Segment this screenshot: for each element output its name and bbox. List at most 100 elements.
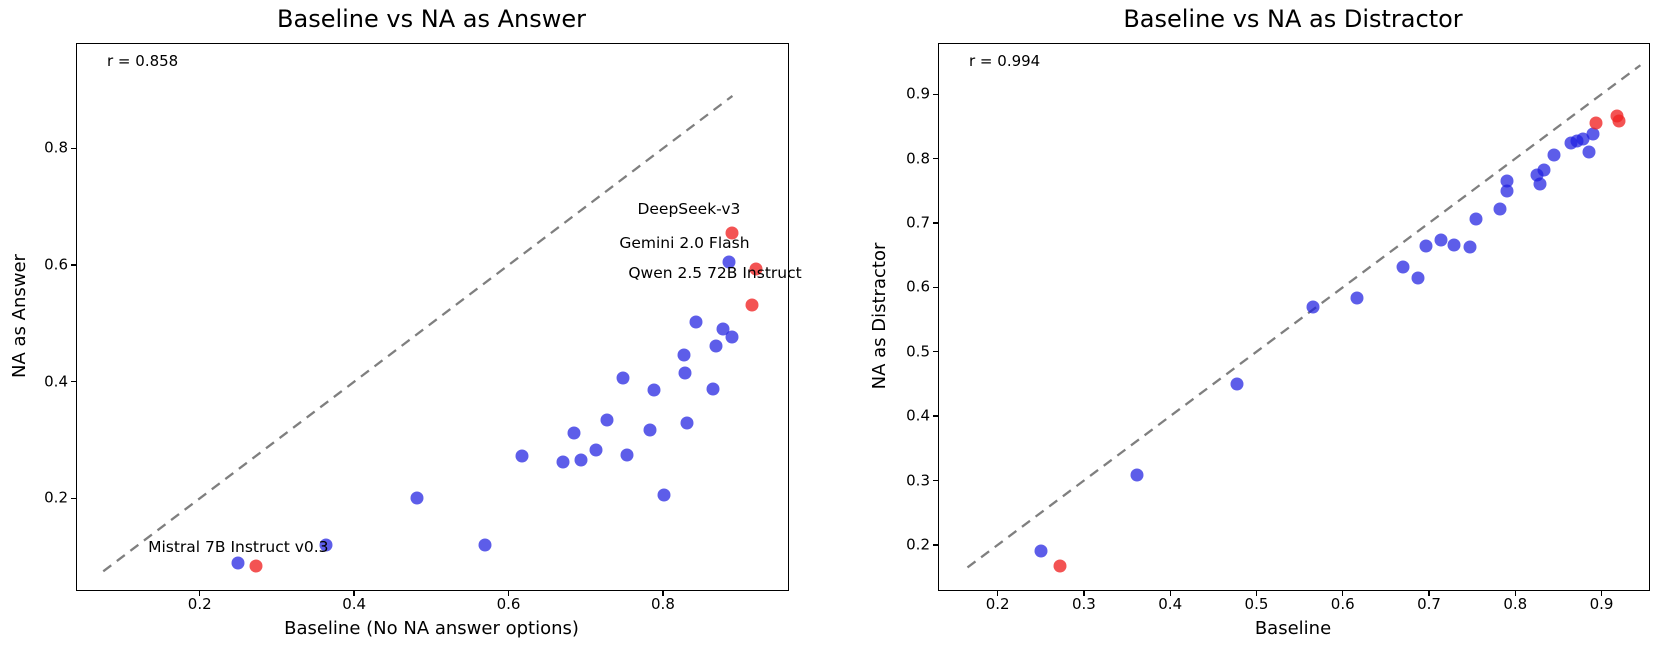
models-data-point — [647, 383, 661, 397]
highlighted-models-data-point — [725, 226, 739, 240]
models-data-point — [556, 455, 570, 469]
y-tick-mark — [71, 147, 77, 150]
models-data-point — [706, 382, 720, 396]
highlighted-models-data-point — [1053, 559, 1067, 573]
models-data-point — [600, 413, 614, 427]
point-label: Gemini 2.0 Flash — [619, 234, 750, 253]
y-tick-label: 0.8 — [906, 149, 930, 168]
y-tick-label: 0.3 — [906, 471, 930, 490]
x-tick-label: 0.4 — [342, 595, 367, 613]
models-data-point — [620, 448, 634, 462]
x-tick-label: 0.6 — [496, 595, 521, 613]
models-data-point — [1533, 177, 1547, 191]
right-r-annotation: r = 0.994 — [969, 52, 1041, 70]
left-r-annotation: r = 0.858 — [107, 52, 179, 70]
x-tick-mark — [1083, 590, 1085, 596]
models-data-point — [1447, 238, 1461, 252]
models-data-point — [657, 488, 671, 502]
models-data-point — [1396, 260, 1410, 274]
models-data-point — [1576, 132, 1590, 146]
y-tick-label: 0.2 — [906, 535, 930, 554]
x-tick-label: 0.9 — [1589, 595, 1614, 613]
right-plot-title: Baseline vs NA as Distractor — [1123, 5, 1463, 33]
y-tick-mark — [71, 381, 77, 383]
point-label: DeepSeek-v3 — [637, 200, 741, 219]
y-tick-mark — [933, 351, 939, 353]
left-plot-area: 0.2 0.4 0.6 0.8 0.2 0.4 0.6 0.8 r = 0.858 Mistral… — [44, 43, 802, 612]
y-tick-mark — [933, 544, 939, 546]
x-tick-mark — [1169, 590, 1171, 596]
right-y-axis-label: NA as Distractor — [869, 242, 890, 390]
models-data-point — [1586, 127, 1600, 141]
identity-line — [102, 94, 734, 573]
models-data-point — [1130, 468, 1144, 482]
x-tick-mark — [353, 590, 355, 596]
y-tick-label: 0.2 — [44, 488, 68, 507]
right-x-axis-label: Baseline — [1254, 618, 1332, 639]
models-data-point — [722, 255, 736, 269]
x-tick-mark — [996, 590, 999, 596]
x-tick-mark — [662, 590, 664, 596]
x-tick-label: 0.3 — [1071, 595, 1096, 613]
models-data-point — [678, 366, 692, 380]
point-label: Qwen 2.5 72B Instruct — [628, 263, 802, 282]
y-tick-label: 0.8 — [44, 138, 68, 157]
left-x-axis-label: Baseline (No NA answer options) — [284, 618, 579, 639]
models-data-point — [616, 371, 630, 385]
x-tick-mark — [1428, 590, 1430, 596]
y-tick-mark — [933, 286, 939, 289]
models-data-point — [643, 423, 657, 437]
models-data-point — [1034, 544, 1048, 558]
y-tick-mark — [933, 479, 939, 482]
y-tick-label: 0.4 — [906, 406, 930, 425]
left-y-axis-label: NA as Answer — [9, 254, 30, 378]
models-data-point — [410, 491, 424, 505]
x-tick-label: 0.8 — [1503, 595, 1528, 613]
x-tick-label: 0.2 — [187, 595, 212, 613]
highlighted-models-data-point — [745, 298, 759, 312]
y-tick-mark — [71, 497, 77, 500]
x-tick-label: 0.6 — [1330, 595, 1355, 613]
models-data-point — [589, 443, 603, 457]
models-data-point — [319, 538, 333, 552]
models-data-point — [725, 330, 739, 344]
models-data-point — [1350, 291, 1364, 305]
models-data-point — [1419, 239, 1433, 253]
x-tick-label: 0.4 — [1158, 595, 1183, 613]
x-tick-label: 0.7 — [1417, 595, 1441, 613]
x-tick-mark — [507, 590, 510, 596]
models-data-point — [1230, 377, 1244, 391]
models-data-point — [1493, 202, 1507, 216]
y-tick-label: 0.6 — [906, 277, 930, 296]
x-tick-mark — [1255, 590, 1258, 596]
models-data-point — [1306, 300, 1320, 314]
y-tick-label: 0.7 — [906, 213, 930, 232]
highlighted-models-data-point — [1589, 116, 1602, 130]
right-plot-area: 0.2 0.3 0.4 0.5 0.6 0.7 0.8 0.9 0.2 0.3 0.4 0.5 0.6 0… — [906, 43, 1650, 612]
models-data-point — [1582, 145, 1596, 159]
x-tick-label: 0.2 — [985, 595, 1010, 613]
x-tick-label: 0.8 — [651, 595, 675, 613]
y-tick-mark — [933, 93, 939, 95]
models-data-point — [716, 322, 730, 336]
x-tick-label: 0.5 — [1244, 595, 1269, 613]
y-tick-mark — [933, 415, 939, 417]
y-tick-mark — [933, 157, 939, 160]
y-tick-label: 0.6 — [44, 255, 68, 274]
models-data-point — [1434, 233, 1448, 247]
models-data-point — [1411, 271, 1425, 285]
x-tick-mark — [1514, 590, 1516, 596]
models-data-point — [478, 538, 492, 551]
models-data-point — [709, 339, 723, 353]
right-identity-line-layer — [966, 64, 1642, 569]
point-label: Mistral 7B Instruct v0.3 — [148, 537, 329, 556]
models-data-point — [1469, 212, 1483, 226]
models-data-point — [1537, 163, 1551, 177]
models-data-point — [1463, 240, 1477, 254]
models-data-point — [680, 416, 694, 430]
models-data-point — [1500, 174, 1514, 187]
y-tick-mark — [71, 264, 77, 266]
models-data-point — [1500, 184, 1514, 198]
y-tick-label: 0.5 — [906, 342, 930, 361]
